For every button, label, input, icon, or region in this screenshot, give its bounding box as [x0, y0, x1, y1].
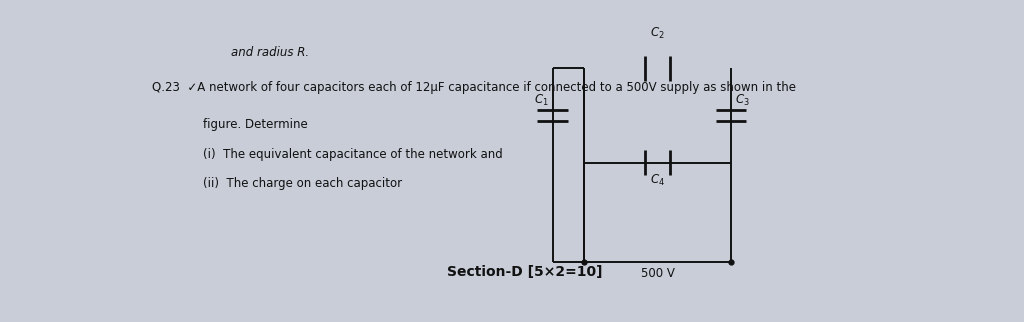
- Text: and radius R.: and radius R.: [231, 46, 309, 59]
- Text: (ii)  The charge on each capacitor: (ii) The charge on each capacitor: [204, 177, 402, 191]
- Text: $C_2$: $C_2$: [650, 26, 665, 41]
- Text: figure. Determine: figure. Determine: [204, 118, 308, 131]
- Text: 500 V: 500 V: [641, 267, 675, 280]
- Text: (i)  The equivalent capacitance of the network and: (i) The equivalent capacitance of the ne…: [204, 148, 503, 161]
- Text: $C_4$: $C_4$: [650, 173, 666, 188]
- Text: $C_1$: $C_1$: [534, 93, 549, 108]
- Text: Section-D [5×2=10]: Section-D [5×2=10]: [447, 265, 602, 279]
- Text: Q.23  ✓A network of four capacitors each of 12μF capacitance if connected to a 5: Q.23 ✓A network of four capacitors each …: [152, 81, 796, 94]
- Text: $C_3$: $C_3$: [735, 93, 750, 108]
